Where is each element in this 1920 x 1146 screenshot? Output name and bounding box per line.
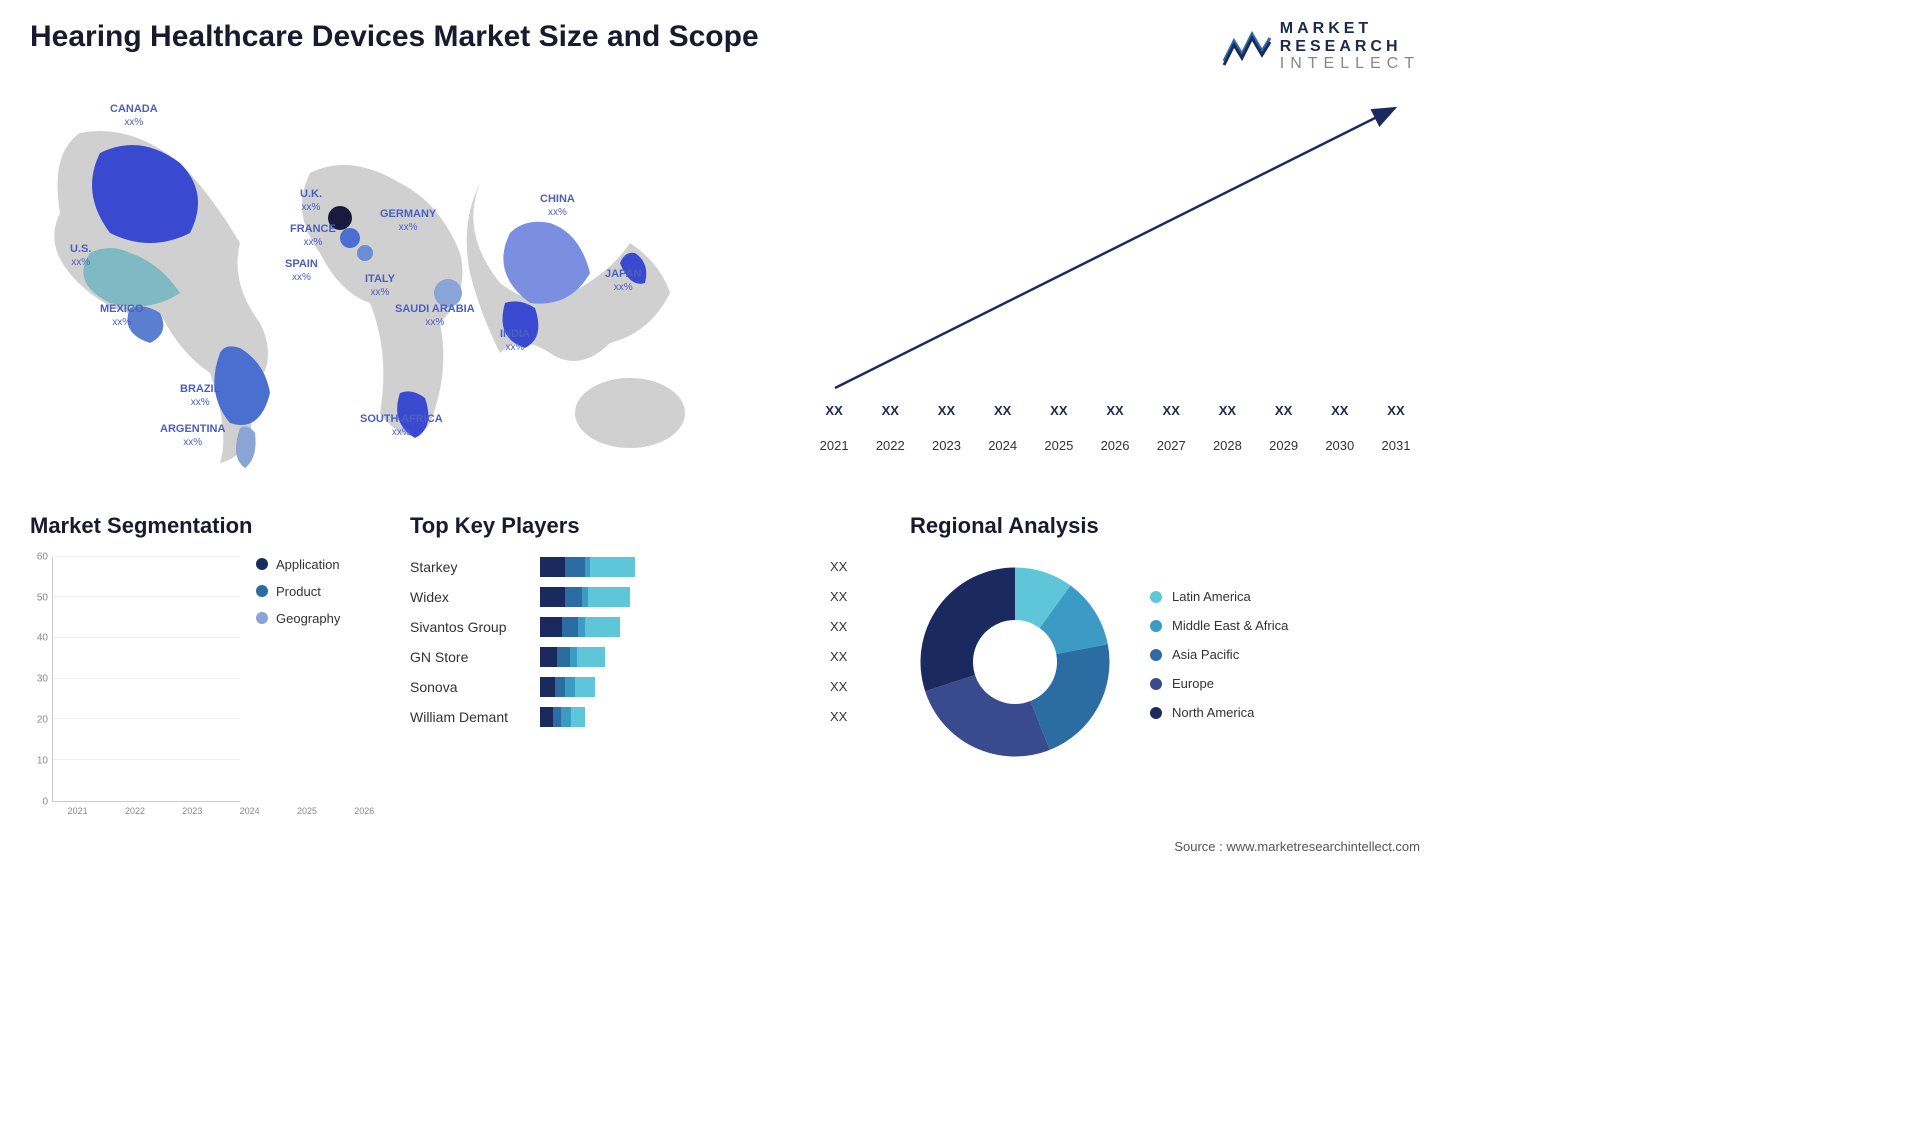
players-title: Top Key Players: [410, 513, 890, 539]
map-label: ITALYxx%: [365, 273, 395, 299]
world-map: CANADAxx% U.S.xx% MEXICOxx% BRAZILxx% ARGENT…: [30, 93, 780, 483]
player-row: Sonova XX: [410, 677, 890, 697]
segmentation-section: Market Segmentation 0102030405060 Applic…: [30, 513, 390, 816]
regional-legend: Latin America Middle East & Africa Asia Pa…: [1150, 589, 1288, 734]
segmentation-legend-item: Application: [256, 557, 340, 572]
forecast-xlabel: 2031: [1372, 438, 1420, 453]
map-label: U.K.xx%: [300, 188, 322, 214]
segmentation-legend-item: Product: [256, 584, 340, 599]
segmentation-xlabel: 2023: [167, 806, 218, 816]
regional-title: Regional Analysis: [910, 513, 1420, 539]
map-label: CANADAxx%: [110, 103, 158, 129]
forecast-xlabel: 2021: [810, 438, 858, 453]
player-bar: [540, 617, 820, 637]
player-name: Sonova: [410, 679, 540, 695]
player-value: XX: [830, 679, 847, 694]
regional-legend-item: Asia Pacific: [1150, 647, 1288, 662]
source-attribution: Source : www.marketresearchintellect.com: [1174, 839, 1420, 854]
page-title: Hearing Healthcare Devices Market Size a…: [30, 20, 759, 54]
map-label: MEXICOxx%: [100, 303, 143, 329]
player-bar: [540, 707, 820, 727]
forecast-xlabel: 2023: [922, 438, 970, 453]
segmentation-legend-item: Geography: [256, 611, 340, 626]
forecast-xlabel: 2027: [1147, 438, 1195, 453]
map-label: JAPANxx%: [605, 268, 641, 294]
player-name: Sivantos Group: [410, 619, 540, 635]
regional-donut-chart: [910, 557, 1120, 767]
map-label: U.S.xx%: [70, 243, 91, 269]
map-label: ARGENTINAxx%: [160, 423, 225, 449]
player-value: XX: [830, 559, 847, 574]
logo-line1: MARKET: [1280, 20, 1420, 38]
player-value: XX: [830, 649, 847, 664]
map-label: SAUDI ARABIAxx%: [395, 303, 475, 329]
segmentation-xlabel: 2026: [339, 806, 390, 816]
player-name: Starkey: [410, 559, 540, 575]
player-value: XX: [830, 709, 847, 724]
forecast-xlabel: 2024: [979, 438, 1027, 453]
player-value: XX: [830, 619, 847, 634]
logo-line3: INTELLECT: [1280, 55, 1420, 73]
map-label: CHINAxx%: [540, 193, 575, 219]
regional-legend-item: Latin America: [1150, 589, 1288, 604]
regional-section: Regional Analysis Latin America Middle Ea…: [910, 513, 1420, 816]
forecast-xlabel: 2022: [866, 438, 914, 453]
player-name: GN Store: [410, 649, 540, 665]
regional-legend-item: Europe: [1150, 676, 1288, 691]
segmentation-xlabel: 2025: [281, 806, 332, 816]
segmentation-xlabel: 2024: [224, 806, 275, 816]
map-label: FRANCExx%: [290, 223, 336, 249]
regional-legend-item: North America: [1150, 705, 1288, 720]
player-value: XX: [830, 589, 847, 604]
brand-logo: MARKET RESEARCH INTELLECT: [1222, 20, 1420, 73]
logo-line2: RESEARCH: [1280, 38, 1420, 56]
player-row: Starkey XX: [410, 557, 890, 577]
segmentation-xlabel: 2022: [109, 806, 160, 816]
map-label: GERMANYxx%: [380, 208, 436, 234]
player-row: Widex XX: [410, 587, 890, 607]
player-row: Sivantos Group XX: [410, 617, 890, 637]
player-row: GN Store XX: [410, 647, 890, 667]
segmentation-legend: Application Product Geography: [256, 557, 340, 802]
player-row: William Demant XX: [410, 707, 890, 727]
segmentation-xlabel: 2021: [52, 806, 103, 816]
forecast-xlabel: 2026: [1091, 438, 1139, 453]
map-label: BRAZILxx%: [180, 383, 220, 409]
map-label: SOUTH AFRICAxx%: [360, 413, 443, 439]
player-name: Widex: [410, 589, 540, 605]
player-bar: [540, 557, 820, 577]
forecast-xlabel: 2028: [1203, 438, 1251, 453]
forecast-xlabel: 2030: [1316, 438, 1364, 453]
forecast-bar-chart: XXXXXXXXXXXXXXXXXXXXXX 20212022202320242…: [810, 93, 1420, 453]
player-bar: [540, 587, 820, 607]
regional-legend-item: Middle East & Africa: [1150, 618, 1288, 633]
forecast-xlabel: 2025: [1035, 438, 1083, 453]
map-label: SPAINxx%: [285, 258, 318, 284]
forecast-xlabel: 2029: [1260, 438, 1308, 453]
players-section: Top Key Players StarkeyXXWidexXXSivantos…: [410, 513, 890, 816]
player-bar: [540, 647, 820, 667]
player-name: William Demant: [410, 709, 540, 725]
player-bar: [540, 677, 820, 697]
segmentation-chart: 0102030405060: [30, 557, 240, 802]
map-label: INDIAxx%: [500, 328, 530, 354]
segmentation-title: Market Segmentation: [30, 513, 390, 539]
logo-icon: [1222, 26, 1272, 66]
